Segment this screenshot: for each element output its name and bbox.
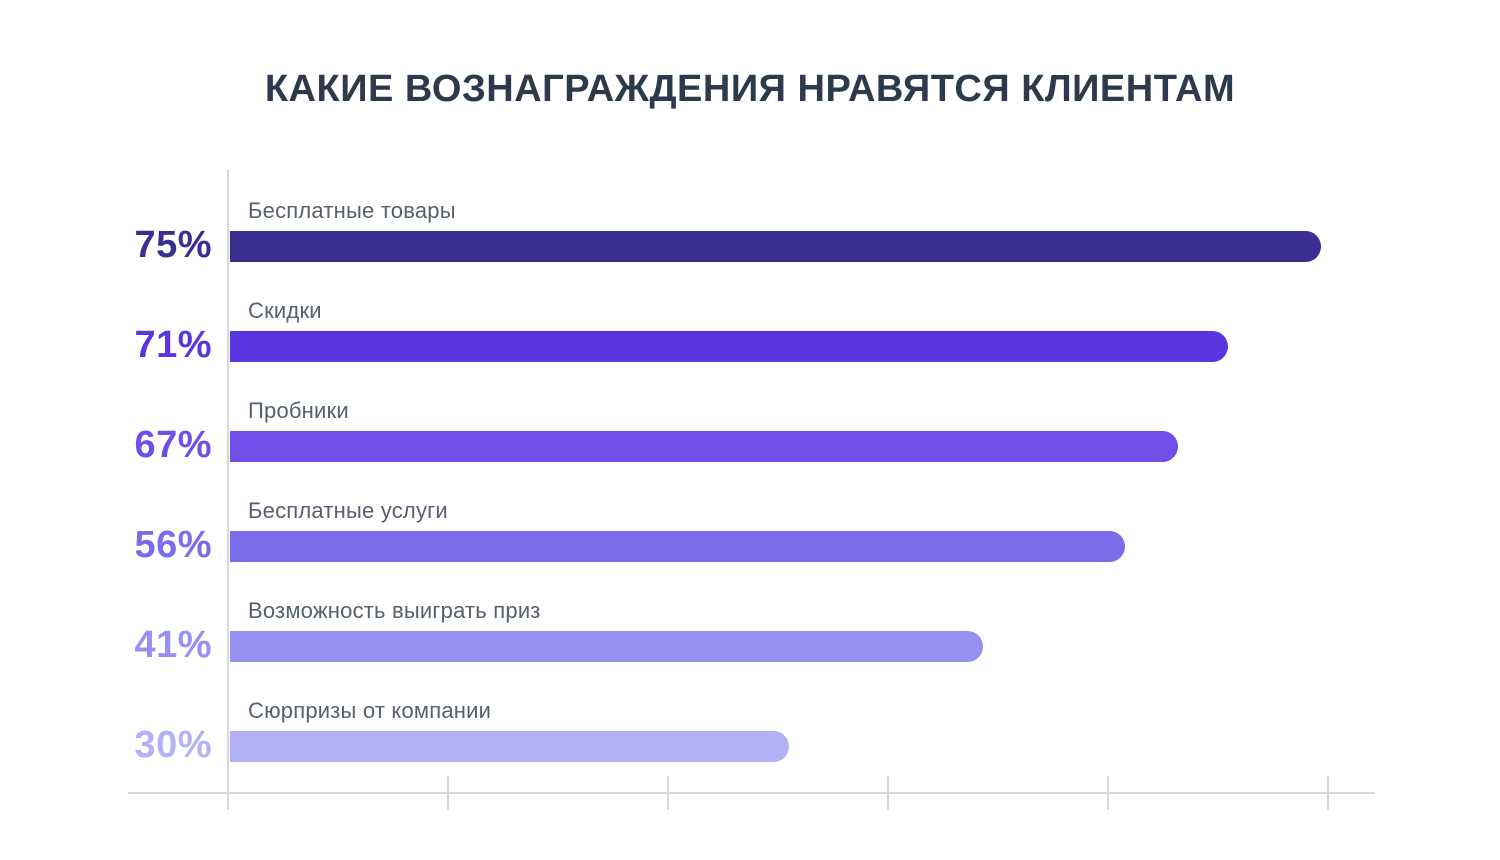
bar bbox=[230, 531, 1125, 562]
value-label: 41% bbox=[134, 623, 212, 666]
chart-title: КАКИЕ ВОЗНАГРАЖДЕНИЯ НРАВЯТСЯ КЛИЕНТАМ bbox=[264, 68, 1236, 110]
category-label: Бесплатные услуги bbox=[248, 498, 448, 523]
bar bbox=[230, 231, 1321, 262]
value-label: 30% bbox=[134, 723, 212, 766]
bar-row: Сюрпризы от компании 30% bbox=[0, 698, 1500, 798]
bar-row: Возможность выиграть приз 41% bbox=[0, 598, 1500, 698]
category-label: Пробники bbox=[248, 398, 349, 423]
value-label: 71% bbox=[134, 323, 212, 366]
category-label: Бесплатные товары bbox=[248, 198, 456, 223]
bar bbox=[230, 631, 983, 662]
bar-row: Скидки 71% bbox=[0, 298, 1500, 398]
x-axis-tick bbox=[887, 776, 889, 810]
x-axis-tick bbox=[1327, 776, 1329, 810]
category-label: Скидки bbox=[248, 298, 322, 323]
value-label: 56% bbox=[134, 523, 212, 566]
x-axis-tick bbox=[667, 776, 669, 810]
bar-row: Бесплатные услуги 56% bbox=[0, 498, 1500, 598]
y-axis-line bbox=[227, 170, 229, 810]
bar bbox=[230, 431, 1178, 462]
bar-row: Бесплатные товары 75% bbox=[0, 198, 1500, 298]
value-label: 67% bbox=[134, 423, 212, 466]
value-label: 75% bbox=[134, 223, 212, 266]
x-axis-tick bbox=[227, 776, 229, 810]
x-axis-line bbox=[128, 792, 1375, 794]
bar bbox=[230, 331, 1228, 362]
category-label: Сюрпризы от компании bbox=[248, 698, 492, 723]
x-axis-tick bbox=[1107, 776, 1109, 810]
bar-row: Пробники 67% bbox=[0, 398, 1500, 498]
category-label: Возможность выиграть приз bbox=[248, 598, 541, 623]
bar bbox=[230, 731, 789, 762]
x-axis-tick bbox=[447, 776, 449, 810]
